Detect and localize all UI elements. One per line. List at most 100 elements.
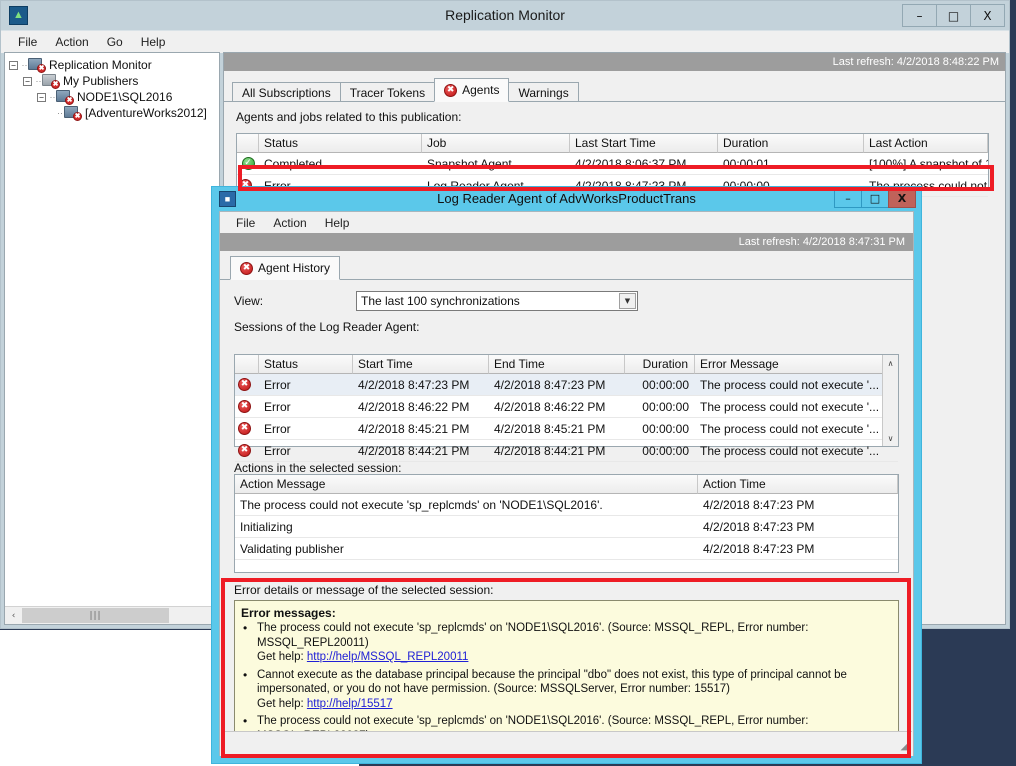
col-icon[interactable] [235, 355, 259, 374]
tab-agent-history[interactable]: ✖ Agent History [230, 256, 341, 280]
help-link[interactable]: http://help/15517 [306, 697, 393, 710]
cell-status: Completed [264, 156, 323, 171]
agent-history-panel: View: The last 100 synchronizations ▼ Se… [220, 279, 913, 756]
scroll-up-icon[interactable]: ∧ [883, 355, 898, 371]
error-item-message: Cannot execute as the database principal… [257, 668, 847, 696]
col-end-time[interactable]: End Time [489, 355, 625, 374]
actions-grid[interactable]: Action Message Action Time The process c… [234, 474, 899, 573]
tree-expander-icon[interactable]: − [37, 92, 46, 102]
menu-file[interactable]: File [18, 35, 38, 49]
cell-action-message: The process could not execute 'sp_replcm… [240, 497, 603, 512]
scrollbar-thumb[interactable]: ||| [22, 608, 169, 623]
col-status[interactable]: Status [259, 355, 353, 374]
dialog-close-button[interactable]: X [888, 189, 916, 208]
dialog-menubar: File Action Help [220, 212, 913, 233]
list-item: • Cannot execute as the database princip… [241, 668, 892, 712]
col-action-time[interactable]: Action Time [698, 475, 898, 494]
minimize-button[interactable]: – [902, 4, 937, 27]
dialog-menu-action[interactable]: Action [273, 215, 307, 230]
scrollbar-track[interactable] [883, 371, 898, 430]
menu-action[interactable]: Action [55, 35, 89, 49]
bullet-icon: • [243, 621, 248, 635]
error-details-box[interactable]: Error messages: • The process could not … [234, 600, 899, 734]
cell-status: Error [264, 421, 291, 436]
tree-item-replication-monitor[interactable]: − ·· ✖ Replication Monitor [9, 57, 219, 73]
view-row: View: The last 100 synchronizations ▼ [220, 280, 913, 311]
close-button[interactable]: X [970, 4, 1005, 27]
table-row[interactable]: ✓ Completed Snapshot Agent 4/2/2018 8:06… [237, 153, 988, 175]
dialog-titlebar[interactable]: ■ Log Reader Agent of AdvWorksProductTra… [212, 187, 921, 211]
list-item: • The process could not execute 'sp_repl… [241, 621, 892, 665]
col-action-message[interactable]: Action Message [235, 475, 698, 494]
dialog-window-buttons: – □ X [834, 189, 916, 208]
tab-label: All Subscriptions [242, 85, 331, 100]
agents-grid[interactable]: Status Job Last Start Time Duration Last… [236, 133, 989, 197]
dialog-menu-help[interactable]: Help [324, 215, 350, 230]
table-row[interactable]: Initializing 4/2/2018 8:47:23 PM [235, 516, 898, 538]
cell-start-time: 4/2/2018 8:47:23 PM [358, 377, 470, 392]
dialog-last-refresh-text: Last refresh: 4/2/2018 8:47:31 PM [738, 236, 905, 248]
table-row[interactable]: ✖ Error 4/2/2018 8:44:21 PM 4/2/2018 8:4… [235, 440, 898, 462]
error-item-text: The process could not execute 'sp_replcm… [257, 621, 892, 665]
maximize-button[interactable]: □ [936, 4, 971, 27]
dialog-tabstrip: ✖ Agent History [220, 256, 913, 280]
sessions-grid[interactable]: Status Start Time End Time Duration Erro… [234, 354, 899, 462]
bullet-icon: • [243, 667, 248, 682]
tree-item-node1-sql2016[interactable]: − ·· ✖ NODE1\SQL2016 [9, 89, 219, 105]
dialog-minimize-button[interactable]: – [834, 189, 862, 208]
log-reader-agent-dialog: ■ Log Reader Agent of AdvWorksProductTra… [211, 186, 922, 764]
tree-item-my-publishers[interactable]: − ·· ✖ My Publishers [9, 73, 219, 89]
error-icon: ✖ [444, 83, 458, 97]
navigation-tree-pane[interactable]: − ·· ✖ Replication Monitor − ·· ✖ My Pub… [4, 52, 220, 625]
tab-warnings[interactable]: Warnings [508, 82, 579, 102]
resize-grip-icon[interactable]: ◢ [900, 739, 909, 752]
chevron-down-icon[interactable]: ▼ [619, 293, 636, 309]
sessions-vertical-scrollbar[interactable]: ∧ ∨ [882, 355, 898, 446]
tree-connector: ··· [57, 108, 66, 118]
menu-help[interactable]: Help [140, 35, 166, 49]
status-icon-cell: ✓ [237, 157, 259, 170]
tab-tracer-tokens[interactable]: Tracer Tokens [339, 82, 436, 102]
error-icon: ✖ [240, 261, 253, 275]
tree-connector: ·· [49, 92, 56, 102]
last-refresh-text: Last refresh: 4/2/2018 8:48:22 PM [832, 56, 999, 68]
error-icon: ✖ [238, 444, 251, 457]
scroll-left-icon[interactable]: ‹ [11, 610, 16, 621]
col-duration[interactable]: Duration [718, 134, 864, 153]
table-row[interactable]: The process could not execute 'sp_replcm… [235, 494, 898, 516]
dialog-menu-file[interactable]: File [236, 215, 256, 230]
replication-monitor-icon-glyph: ▲ [13, 9, 24, 21]
scroll-down-icon[interactable]: ∨ [883, 430, 898, 446]
table-row[interactable]: Validating publisher 4/2/2018 8:47:23 PM [235, 538, 898, 560]
col-error-message[interactable]: Error Message [695, 355, 898, 374]
tree-item-adventureworks2012[interactable]: ··· ✖ [AdventureWorks2012] [9, 105, 219, 121]
tab-all-subscriptions[interactable]: All Subscriptions [232, 82, 341, 102]
col-job[interactable]: Job [422, 134, 570, 153]
help-link[interactable]: http://help/MSSQL_REPL20011 [306, 651, 469, 663]
tab-agents[interactable]: ✖ Agents [434, 78, 510, 102]
col-icon[interactable] [237, 134, 259, 153]
view-select[interactable]: The last 100 synchronizations ▼ [356, 291, 638, 311]
main-titlebar[interactable]: ▲ Replication Monitor – □ X [1, 1, 1009, 30]
tree-horizontal-scrollbar[interactable]: ‹ ||| [5, 606, 219, 624]
publisher-error-icon: ✖ [56, 90, 74, 105]
menu-go[interactable]: Go [106, 35, 123, 49]
dialog-maximize-button[interactable]: □ [861, 189, 889, 208]
table-row[interactable]: ✖ Error 4/2/2018 8:47:23 PM 4/2/2018 8:4… [235, 374, 898, 396]
col-duration[interactable]: Duration [625, 355, 695, 374]
col-last-start-time[interactable]: Last Start Time [570, 134, 718, 153]
table-row[interactable]: ✖ Error 4/2/2018 8:45:21 PM 4/2/2018 8:4… [235, 418, 898, 440]
table-row[interactable]: ✖ Error 4/2/2018 8:46:22 PM 4/2/2018 8:4… [235, 396, 898, 418]
details-pane-scrollbar[interactable] [989, 127, 1004, 623]
tree-item-label: NODE1\SQL2016 [77, 90, 173, 104]
tree-item-label: My Publishers [63, 74, 139, 88]
main-menubar: File Action Go Help [1, 30, 1009, 53]
col-status[interactable]: Status [259, 134, 422, 153]
col-last-action[interactable]: Last Action [864, 134, 988, 153]
tree-expander-icon[interactable]: − [9, 60, 18, 70]
col-start-time[interactable]: Start Time [353, 355, 489, 374]
tab-label: Agents [462, 83, 500, 97]
cell-status: Error [264, 377, 291, 392]
tree-expander-icon[interactable]: − [23, 76, 32, 86]
page-title: Replication Monitor [445, 7, 565, 23]
